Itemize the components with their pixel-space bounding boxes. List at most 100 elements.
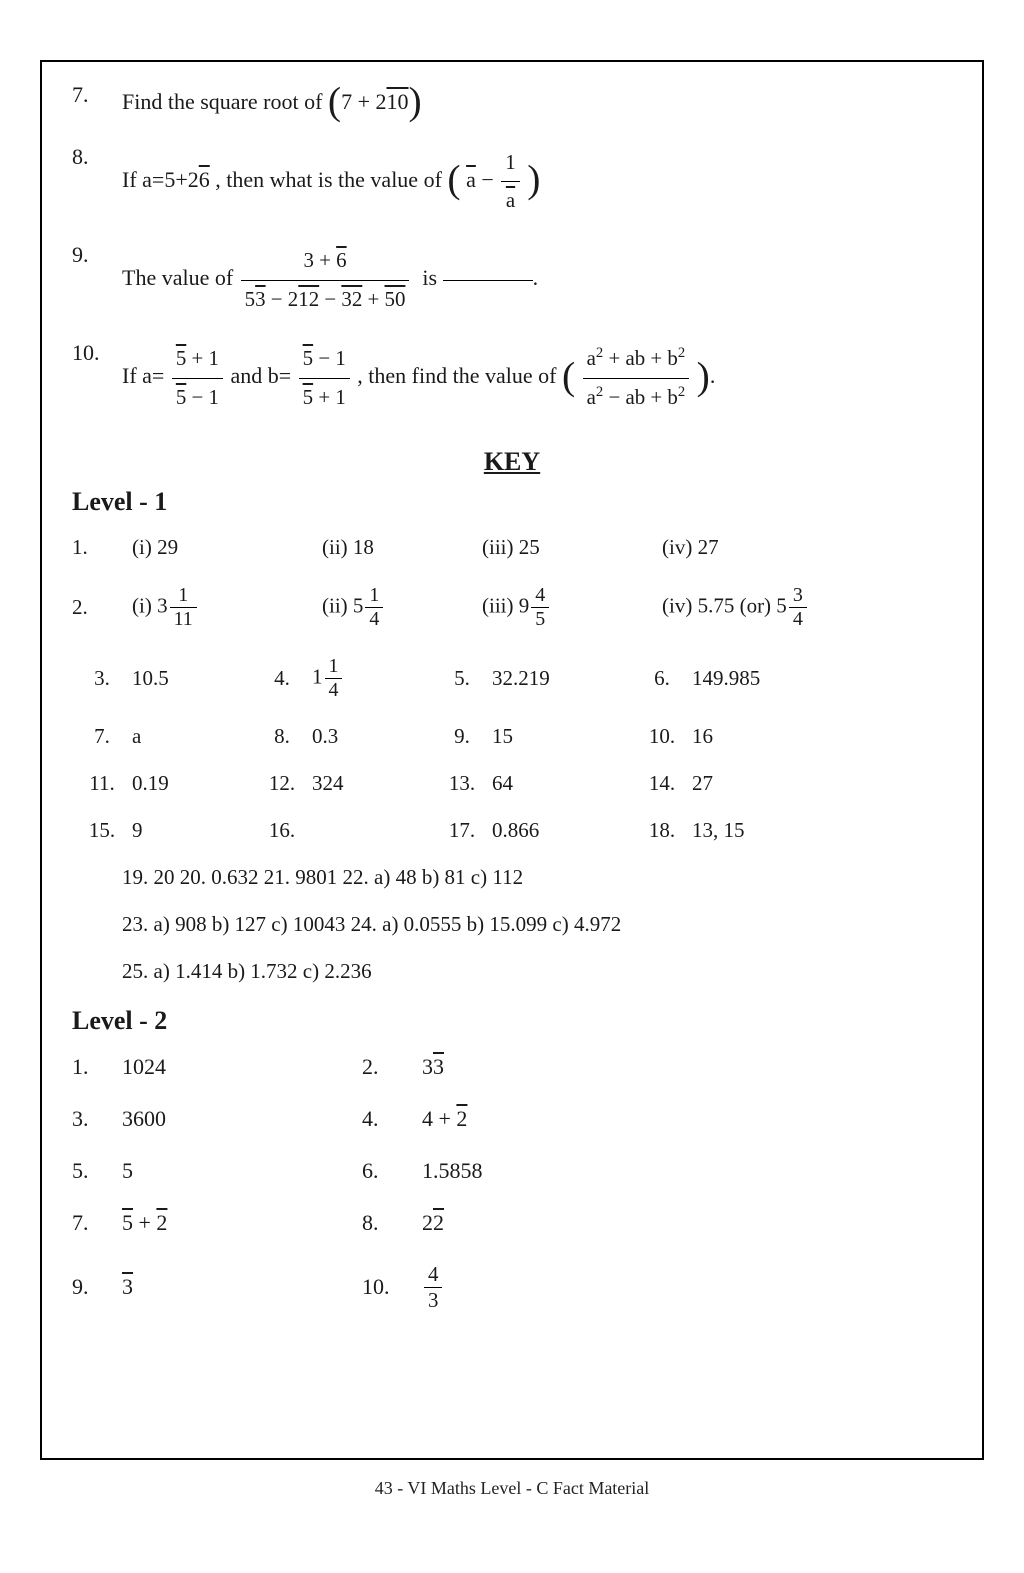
ans-val: 3 [122,1274,362,1300]
content-frame: 7. Find the square root of (7 + 210) 8. … [40,60,984,1460]
ans-num: 7. [72,1210,122,1236]
ans-num: 10. [632,724,692,749]
q9-text: The value of 3 + 6 53 − 212 − 32 + 50 is… [122,242,952,318]
q8-number: 8. [72,144,122,170]
l1-row19: 19. 20 20. 0.632 21. 9801 22. a) 48 b) 8… [122,865,952,890]
ans-num: 11. [72,771,132,796]
r2-ii: (ii) 514 [322,584,482,631]
ans-num: 3. [72,666,132,691]
q9-fraction: 3 + 6 53 − 212 − 32 + 50 [241,242,410,318]
r2-ii-num: 1 [365,584,383,608]
blank-line [443,280,533,281]
r1-iii: (iii) 25 [482,535,662,560]
paren-open: ( [562,359,575,395]
l1-answer-grid: 3.10.54.1145.32.2196.149.9857.a8.0.39.15… [72,655,952,843]
r2-iii: (iii) 945 [482,584,662,631]
ans-val: 324 [312,771,432,796]
ans-val: 0.19 [132,771,252,796]
ans-num: 9. [432,724,492,749]
l1-row25: 25. a) 1.414 b) 1.732 c) 2.236 [122,959,952,984]
q8-text: If a=5+26 , then what is the value of ( … [122,144,952,220]
ans-val: 1.5858 [422,1158,622,1184]
q7-number: 7. [72,82,122,108]
ans-num: 10. [362,1274,422,1300]
r2-num: 2. [72,595,132,620]
ans-val: 0.3 [312,724,432,749]
paren-close: ) [527,162,540,198]
ans-val: 3600 [122,1106,362,1132]
ans-val: 22 [422,1210,622,1236]
ans-val: 16 [692,724,812,749]
r2-i-den: 11 [170,608,197,631]
ans-val: 64 [492,771,632,796]
ans-num: 16. [252,818,312,843]
question-9: 9. The value of 3 + 6 53 − 212 − 32 + 50… [72,242,952,318]
ans-num: 2. [362,1054,422,1080]
r1-iv: (iv) 27 [662,535,952,560]
ans-val: 1024 [122,1054,362,1080]
ans-num: 17. [432,818,492,843]
ans-num: 8. [362,1210,422,1236]
ans-val: 9 [132,818,252,843]
ans-num: 14. [632,771,692,796]
r1-ii: (ii) 18 [322,535,482,560]
level1-heading: Level - 1 [72,487,952,517]
q10-a-frac: 5 + 1 5 − 1 [172,340,223,416]
ans-val: 33 [422,1054,622,1080]
ans-num: 13. [432,771,492,796]
key-heading: KEY [72,447,952,477]
page-footer: 43 - VI Maths Level - C Fact Material [40,1478,984,1499]
q9-number: 9. [72,242,122,268]
q7-lead: Find the square root of [122,89,328,114]
ans-num: 6. [362,1158,422,1184]
q10-result-frac: a2 + ab + b2 a2 − ab + b2 [583,340,690,416]
paren-open: ( [328,84,341,120]
q10-b-frac: 5 − 1 5 + 1 [299,340,350,416]
ans-num: 18. [632,818,692,843]
question-7: 7. Find the square root of (7 + 210) [72,82,952,122]
ans-val: 5 + 2 [122,1210,362,1236]
ans-val: a [132,724,252,749]
question-10: 10. If a= 5 + 1 5 − 1 and b= 5 − 1 5 + 1… [72,340,952,416]
ans-num: 5. [432,666,492,691]
page: 7. Find the square root of (7 + 210) 8. … [0,0,1024,1573]
l1-row1: 1. (i) 29 (ii) 18 (iii) 25 (iv) 27 [72,535,952,560]
r1-i: (i) 29 [132,535,322,560]
ans-num: 12. [252,771,312,796]
paren-close: ) [697,359,710,395]
r2-iv-den: 4 [789,608,807,631]
ans-num: 15. [72,818,132,843]
ans-val: 27 [692,771,812,796]
ans-val: 4 + 2 [422,1106,622,1132]
r1-num: 1. [72,535,132,560]
q10-number: 10. [72,340,122,366]
ans-val: 32.219 [492,666,632,691]
q10-text: If a= 5 + 1 5 − 1 and b= 5 − 1 5 + 1 , t… [122,340,952,416]
level2-heading: Level - 2 [72,1006,952,1036]
q7-text: Find the square root of (7 + 210) [122,82,952,122]
ans-num: 4. [252,666,312,691]
paren-open: ( [447,162,460,198]
ans-num: 3. [72,1106,122,1132]
r2-iii-den: 5 [531,608,549,631]
ans-val: 114 [312,655,432,702]
ans-num: 8. [252,724,312,749]
ans-num: 9. [72,1274,122,1300]
ans-val: 5 [122,1158,362,1184]
question-8: 8. If a=5+26 , then what is the value of… [72,144,952,220]
ans-val: 0.866 [492,818,632,843]
ans-val: 10.5 [132,666,252,691]
paren-close: ) [409,84,422,120]
ans-val: 149.985 [692,666,812,691]
l1-row23: 23. a) 908 b) 127 c) 10043 24. a) 0.0555… [122,912,952,937]
ans-val: 15 [492,724,632,749]
r2-iv-num: 3 [789,584,807,608]
ans-num: 7. [72,724,132,749]
r2-i: (i) 3111 [132,584,322,631]
r2-iii-num: 4 [531,584,549,608]
frac-1-over-sqrt-a: 1a [501,144,519,220]
r2-i-num: 1 [170,584,197,608]
ans-val: 43 [422,1262,622,1313]
l2-answer-grid: 1.10242.333.36004.4 + 25.56.1.58587.5 + … [72,1054,952,1313]
ans-num: 6. [632,666,692,691]
